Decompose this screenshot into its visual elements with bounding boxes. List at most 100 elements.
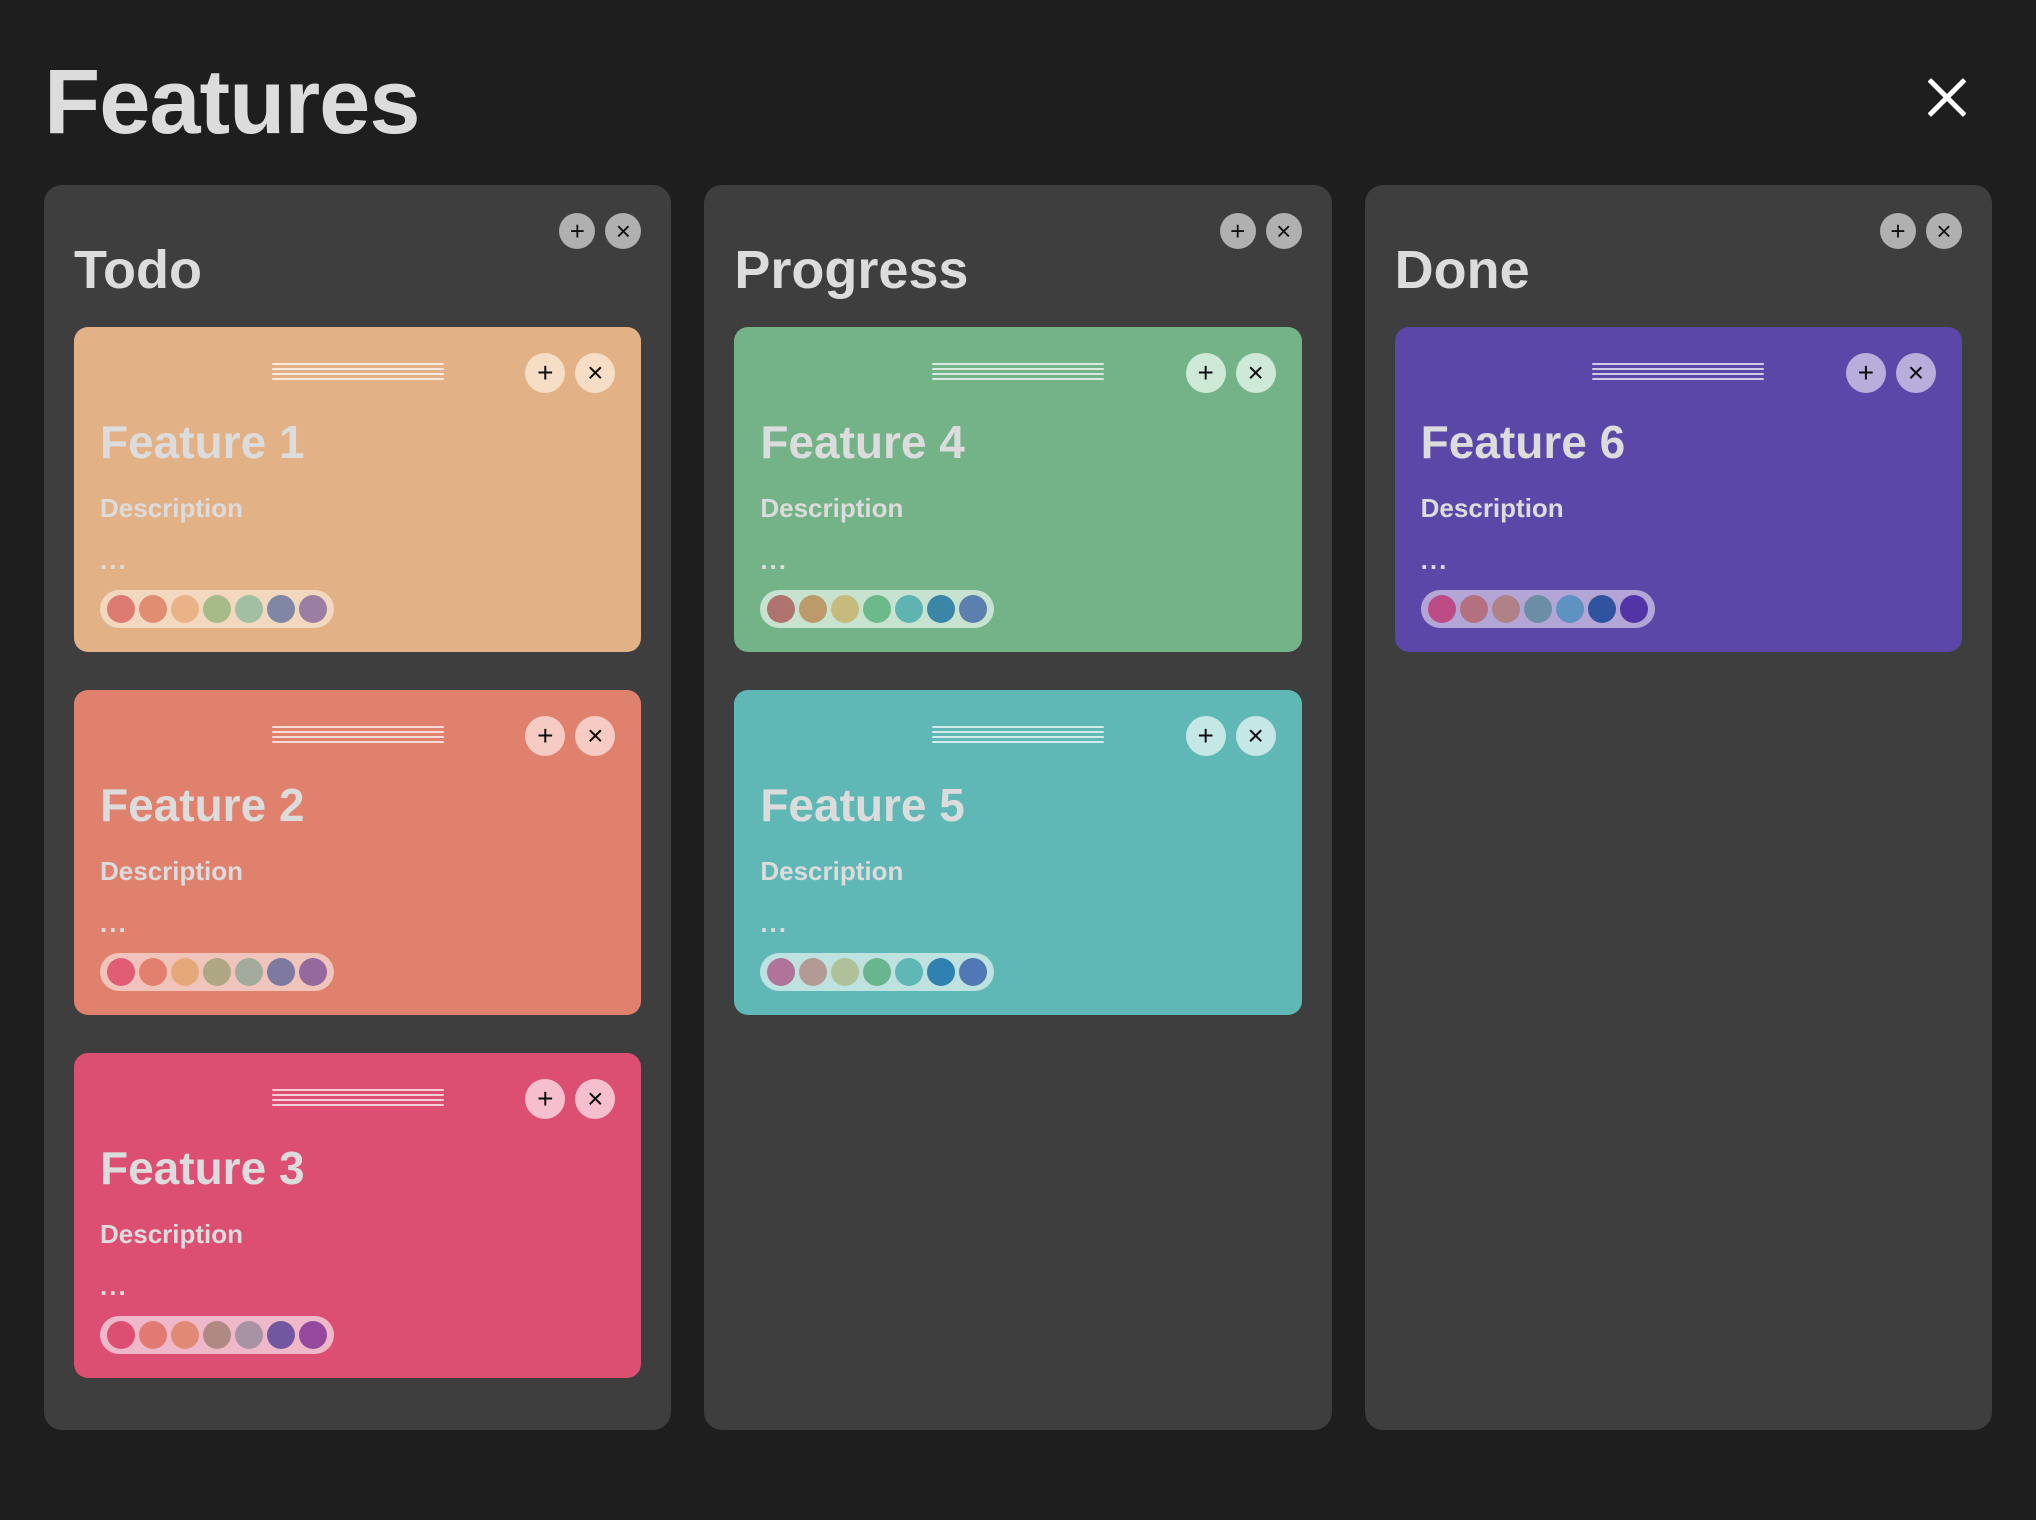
drag-handle-icon[interactable]: [271, 726, 444, 743]
color-swatch-4[interactable]: [235, 595, 263, 623]
color-swatch-2[interactable]: [1491, 595, 1520, 623]
close-icon[interactable]: [1916, 66, 1978, 128]
add-subtask-icon[interactable]: +: [525, 353, 566, 393]
color-swatch-5[interactable]: [267, 958, 295, 986]
delete-card-icon[interactable]: ×: [1895, 353, 1936, 393]
drag-handle-icon[interactable]: [931, 363, 1104, 380]
drag-handle-icon[interactable]: [931, 726, 1104, 743]
color-swatch-5[interactable]: [927, 958, 956, 986]
color-swatch-4[interactable]: [1555, 595, 1584, 623]
column-actions-todo: + ×: [559, 213, 642, 249]
add-subtask-icon[interactable]: +: [1185, 716, 1226, 756]
card-ellipsis: ...: [1420, 545, 1449, 575]
color-swatch-2[interactable]: [831, 958, 860, 986]
color-palette: [100, 590, 334, 628]
color-swatch-0[interactable]: [767, 595, 796, 623]
card-title: Feature 5: [760, 779, 965, 831]
feature-card[interactable]: + × Feature 4 Description...: [734, 327, 1302, 652]
color-swatch-3[interactable]: [203, 1321, 231, 1349]
drag-handle-icon[interactable]: [271, 363, 444, 380]
card-top-bar: + ×: [100, 1075, 616, 1131]
card-actions: + ×: [525, 716, 616, 756]
color-swatch-3[interactable]: [1523, 595, 1552, 623]
color-swatch-1[interactable]: [139, 595, 167, 623]
color-swatch-3[interactable]: [203, 595, 231, 623]
color-swatch-2[interactable]: [171, 958, 199, 986]
page-title: Features: [44, 50, 420, 153]
add-subtask-icon[interactable]: +: [525, 716, 566, 756]
feature-card[interactable]: + × Feature 3 Description...: [74, 1053, 642, 1378]
add-subtask-icon-glyph: +: [1197, 720, 1214, 751]
delete-card-icon[interactable]: ×: [1235, 716, 1276, 756]
feature-card[interactable]: + × Feature 2 Description...: [74, 690, 642, 1015]
color-swatch-0[interactable]: [1427, 595, 1456, 623]
add-subtask-icon-glyph: +: [537, 720, 554, 751]
color-swatch-4[interactable]: [895, 595, 924, 623]
delete-card-icon[interactable]: ×: [575, 1079, 616, 1119]
card-title: Feature 1: [100, 416, 305, 468]
color-palette: [100, 1316, 334, 1354]
delete-card-icon[interactable]: ×: [575, 353, 616, 393]
color-swatch-4[interactable]: [895, 958, 924, 986]
add-card-icon-done[interactable]: +: [1879, 213, 1916, 249]
column-title-progress: Progress: [734, 240, 969, 300]
color-swatch-6[interactable]: [959, 595, 988, 623]
delete-column-icon-progress[interactable]: ×: [1265, 213, 1302, 249]
color-swatch-6[interactable]: [959, 958, 988, 986]
feature-card[interactable]: + × Feature 6 Description...: [1394, 327, 1962, 652]
color-swatch-1[interactable]: [1459, 595, 1488, 623]
color-swatch-0[interactable]: [767, 958, 796, 986]
delete-card-icon-glyph: ×: [587, 357, 604, 388]
feature-card[interactable]: + × Feature 5 Description...: [734, 690, 1302, 1015]
color-swatch-3[interactable]: [203, 958, 231, 986]
card-list-todo: + × Feature 1 Description... + × Feature 2 Desc…: [74, 319, 642, 1378]
add-subtask-icon[interactable]: +: [1185, 353, 1226, 393]
feature-card[interactable]: + × Feature 1 Description...: [74, 327, 642, 652]
column-header-todo: Todo + ×: [74, 209, 642, 319]
add-subtask-icon[interactable]: +: [525, 1079, 566, 1119]
color-swatch-0[interactable]: [107, 1321, 135, 1349]
delete-column-icon-done[interactable]: ×: [1925, 213, 1962, 249]
color-swatch-2[interactable]: [831, 595, 860, 623]
color-swatch-6[interactable]: [299, 958, 327, 986]
drag-handle-line: [271, 363, 444, 365]
color-swatch-5[interactable]: [1587, 595, 1616, 623]
color-swatch-1[interactable]: [139, 958, 167, 986]
add-subtask-icon-glyph: +: [1857, 357, 1875, 388]
color-swatch-2[interactable]: [171, 595, 199, 623]
color-palette: [760, 953, 995, 991]
drag-handle-icon[interactable]: [271, 1089, 444, 1106]
color-swatch-1[interactable]: [799, 958, 828, 986]
color-swatch-2[interactable]: [171, 1321, 199, 1349]
color-swatch-0[interactable]: [107, 595, 135, 623]
drag-handle-icon[interactable]: [1592, 363, 1765, 380]
color-swatch-6[interactable]: [299, 595, 327, 623]
add-card-icon-todo[interactable]: +: [559, 213, 596, 249]
color-swatch-3[interactable]: [863, 595, 892, 623]
add-subtask-icon-glyph: +: [1197, 357, 1214, 388]
color-swatch-1[interactable]: [139, 1321, 167, 1349]
delete-card-icon[interactable]: ×: [1235, 353, 1276, 393]
color-swatch-5[interactable]: [267, 1321, 295, 1349]
delete-column-icon-todo[interactable]: ×: [605, 213, 642, 249]
delete-card-icon-glyph: ×: [1247, 720, 1264, 751]
delete-card-icon-glyph: ×: [1247, 357, 1264, 388]
drag-handle-line: [1592, 368, 1765, 370]
card-top-bar: + ×: [100, 349, 616, 405]
add-subtask-icon[interactable]: +: [1845, 353, 1886, 393]
delete-card-icon[interactable]: ×: [575, 716, 616, 756]
color-swatch-4[interactable]: [235, 1321, 263, 1349]
color-swatch-5[interactable]: [267, 595, 295, 623]
color-swatch-5[interactable]: [927, 595, 956, 623]
color-swatch-4[interactable]: [235, 958, 263, 986]
drag-handle-line: [271, 736, 444, 738]
color-swatch-0[interactable]: [107, 958, 135, 986]
column-title-done: Done: [1394, 240, 1530, 300]
color-swatch-3[interactable]: [863, 958, 892, 986]
card-title: Feature 2: [100, 779, 305, 831]
color-swatch-6[interactable]: [1619, 595, 1648, 623]
color-swatch-6[interactable]: [299, 1321, 327, 1349]
add-card-icon-progress[interactable]: +: [1219, 213, 1256, 249]
color-swatch-1[interactable]: [799, 595, 828, 623]
add-subtask-icon-glyph: +: [537, 357, 554, 388]
